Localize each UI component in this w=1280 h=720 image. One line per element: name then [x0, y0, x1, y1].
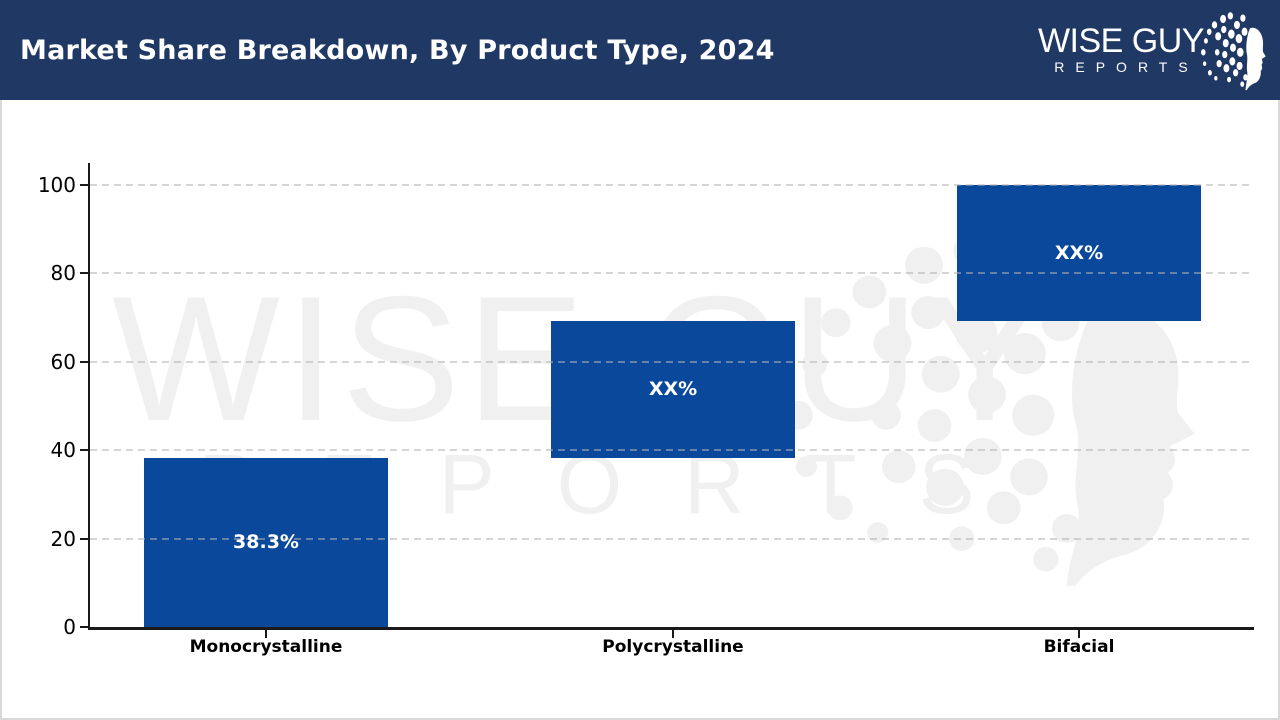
- x-label-polycrystalline: Polycrystalline: [602, 637, 744, 657]
- page-title: Market Share Breakdown, By Product Type,…: [20, 34, 775, 66]
- bar-polycrystalline: [551, 321, 795, 458]
- bar-monocrystalline: [144, 457, 388, 627]
- x-tick-polycrystalline: [672, 630, 674, 638]
- chart-canvas: WISE GUY REPORTS 38.3% XX% XX% 0 20 40 60 80 10…: [0, 100, 1280, 720]
- header: Market Share Breakdown, By Product Type,…: [0, 0, 1280, 100]
- y-tick-20: [80, 537, 88, 540]
- x-label-monocrystalline: Monocrystalline: [189, 637, 343, 657]
- y-tick-100: [80, 184, 88, 187]
- x-label-bifacial: Bifacial: [1043, 637, 1115, 657]
- y-tick-40: [80, 449, 88, 452]
- x-tick-bifacial: [1078, 630, 1080, 638]
- bar-label-monocrystalline: 38.3%: [233, 531, 299, 554]
- watermark-face-icon: [783, 234, 1195, 586]
- y-tick-80: [80, 272, 88, 275]
- y-axis-line: [88, 163, 90, 630]
- y-tick-label-80: 80: [50, 261, 76, 286]
- x-tick-monocrystalline: [265, 630, 267, 638]
- logo-line1: WISE GUY: [1037, 21, 1205, 60]
- y-tick-0: [80, 626, 88, 628]
- gridline-20: [90, 537, 1254, 540]
- logo-wordmark: WISE GUY REPORTS: [1037, 21, 1205, 76]
- wiseguy-face-icon: [1200, 12, 1266, 91]
- y-tick-label-100: 100: [37, 173, 76, 198]
- watermark-face-shape: [783, 234, 1195, 586]
- y-tick-60: [80, 360, 88, 363]
- gridline-40: [90, 449, 1254, 452]
- bar-label-polycrystalline: XX%: [648, 378, 698, 401]
- y-tick-label-60: 60: [50, 349, 76, 374]
- wiseguy-logo: WISE GUY REPORTS: [1038, 9, 1266, 91]
- bar-label-bifacial: XX%: [1054, 242, 1104, 265]
- gridline-80: [90, 272, 1254, 275]
- y-tick-label-20: 20: [50, 526, 76, 551]
- plot-area: 38.3% XX% XX%: [80, 163, 1254, 638]
- gridline-60: [90, 360, 1254, 363]
- x-axis-line: [88, 627, 1254, 630]
- y-tick-label-40: 40: [50, 438, 76, 463]
- bar-bifacial: [957, 185, 1201, 322]
- y-tick-label-0: 0: [63, 615, 76, 639]
- gridline-100: [90, 184, 1254, 187]
- logo-line2: REPORTS: [1054, 59, 1199, 76]
